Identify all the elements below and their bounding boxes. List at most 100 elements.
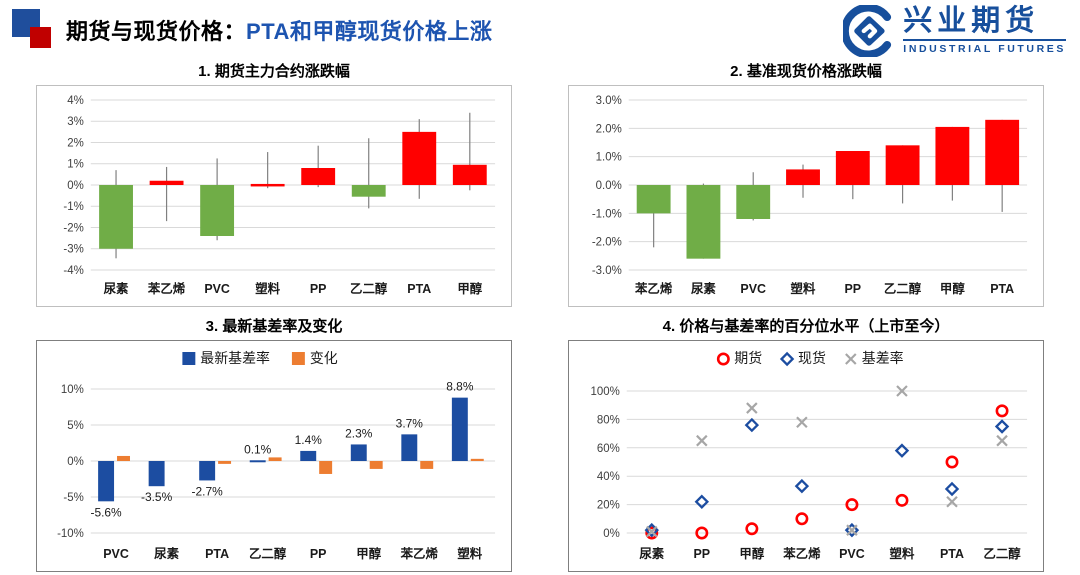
change-bar-PVC [117, 455, 130, 461]
basis-bar-PP [300, 450, 317, 461]
x-category-label: PP [310, 547, 327, 561]
basis-bar-苯乙烯 [401, 434, 418, 461]
body-PVC [200, 185, 235, 236]
基差率-marker-尿素 [646, 525, 658, 538]
期货-marker-甲醇 [745, 522, 759, 536]
basis-bar-尿素 [148, 461, 165, 487]
期货-marker-PVC [845, 498, 859, 512]
basis-bar-甲醇 [350, 444, 367, 461]
y-tick-label: 3% [67, 116, 84, 128]
legend-label-期货: 期货 [734, 350, 762, 366]
body-甲醇 [452, 164, 487, 185]
x-category-label: 尿素 [639, 546, 664, 561]
x-category-label: 塑料 [255, 281, 280, 296]
基差率-marker-塑料 [896, 385, 908, 397]
data-label: 1.4% [295, 433, 323, 447]
logo-divider [903, 39, 1066, 41]
title-decoration [12, 9, 56, 53]
x-category-label: PVC [204, 282, 230, 296]
y-tick-label: -5% [63, 492, 83, 504]
基差率-marker-乙二醇 [996, 434, 1008, 447]
x-category-label: 乙二醇 [983, 546, 1021, 561]
body-PVC [736, 185, 771, 219]
charts-grid: 1. 期货主力合约涨跌幅 4% 3% 2% 1% 0% -1% -2% -3% -4% 尿素 苯乙烯… [0, 58, 1080, 572]
basis-bar-PTA [199, 461, 216, 481]
现货-marker-塑料 [894, 443, 910, 458]
x-category-label: PVC [839, 547, 865, 561]
y-tick-label: 5% [67, 420, 84, 432]
x-category-label: PTA [940, 547, 964, 561]
data-label: 2.3% [345, 426, 373, 440]
基差率-marker-甲醇 [746, 402, 758, 414]
x-category-label: PVC [740, 282, 766, 296]
基差率-marker-PVC [846, 524, 858, 536]
x-category-label: 甲醇 [940, 281, 965, 296]
期货-marker-PP [695, 526, 709, 540]
legend-label-现货: 现货 [798, 350, 826, 366]
y-tick-label: -2% [63, 222, 83, 234]
body-苯乙烯 [636, 185, 671, 214]
x-category-label: PTA [205, 547, 229, 561]
y-tick-label: -1% [63, 201, 83, 213]
y-tick-label: 0.0% [596, 180, 622, 192]
y-tick-label: 4% [67, 95, 84, 107]
chart-4-title: 4. 价格与基差率的百分位水平（上市至今） [662, 318, 950, 335]
chart-3-box: 10% 5% 0% -5% -10% PVC 尿素 PTA 乙二醇 PP 甲醇 苯乙烯 塑料 -5.6% -… [36, 340, 512, 572]
change-bar-PP [319, 461, 333, 474]
change-bar-苯乙烯 [420, 461, 434, 469]
body-乙二醇 [351, 185, 386, 197]
y-tick-label: 100% [591, 386, 620, 398]
y-tick-label: 0% [67, 180, 84, 192]
y-tick-label: 10% [61, 384, 84, 396]
company-logo: 兴业期货 INDUSTRIAL FUTURES [843, 5, 1066, 57]
legend-swatch-basis [182, 352, 196, 365]
x-category-label: PP [310, 282, 327, 296]
basis-bar-PVC [98, 461, 115, 502]
期货-marker-塑料 [895, 493, 909, 507]
chart-2-box: 3.0% 2.0% 1.0% 0.0% -1.0% -2.0% -3.0% 苯乙烯 尿素 PVC 塑… [568, 85, 1044, 307]
y-tick-label: -4% [63, 265, 83, 277]
chart-1-title: 1. 期货主力合约涨跌幅 [198, 63, 350, 80]
page-title-highlight: PTA和甲醇现货价格上涨 [246, 19, 493, 44]
body-尿素 [99, 185, 133, 249]
page-title: 期货与现货价格：PTA和甲醇现货价格上涨 [66, 14, 492, 46]
body-苯乙烯 [149, 180, 184, 185]
y-tick-label: 80% [597, 414, 620, 426]
logo-text: 兴业期货 INDUSTRIAL FUTURES [903, 7, 1066, 55]
现货-marker-PP [694, 494, 710, 509]
x-category-label: 塑料 [457, 546, 482, 561]
chart-1-box: 4% 3% 2% 1% 0% -1% -2% -3% -4% 尿素 苯乙烯 PVC 塑料 PP 乙二醇 PTA… [36, 85, 512, 307]
x-category-label: PP [694, 547, 711, 561]
change-bar-乙二醇 [268, 457, 282, 461]
x-category-label: 苯乙烯 [147, 281, 186, 296]
现货-marker-甲醇 [744, 417, 760, 433]
x-category-label: 苯乙烯 [634, 281, 673, 296]
x-category-label: PTA [407, 282, 431, 296]
x-category-label: 甲醇 [356, 546, 381, 561]
legend-label-change: 变化 [310, 350, 338, 366]
x-category-label: 塑料 [791, 281, 816, 296]
legend-swatch-change [291, 352, 305, 365]
spot-change-bar-chart: 3.0% 2.0% 1.0% 0.0% -1.0% -2.0% -3.0% 苯乙烯 尿素 PVC 塑… [592, 95, 1028, 296]
basis-bar-乙二醇 [249, 460, 266, 463]
futures-change-candlestick-chart: 4% 3% 2% 1% 0% -1% -2% -3% -4% 尿素 苯乙烯 PVC 塑料 PP 乙二醇 PTA… [63, 95, 496, 296]
x-category-label: 尿素 [154, 546, 179, 561]
basis-bar-塑料 [451, 397, 468, 461]
legend-marker-基差率 [845, 353, 857, 365]
现货-marker-PVC [844, 522, 860, 538]
x-category-label: 尿素 [691, 281, 716, 296]
chart-panel-spot-change: 2. 基准现货价格涨跌幅 3.0% 2.0% 1.0% 0.0% -1.0% -2.0% -… [568, 58, 1044, 307]
y-tick-label: 40% [597, 471, 620, 483]
x-category-label: 乙二醇 [884, 281, 922, 296]
x-category-label: 乙二醇 [249, 546, 287, 561]
x-category-label: 苯乙烯 [782, 546, 821, 561]
body-PP [301, 168, 336, 185]
red-square [30, 27, 51, 48]
期货-marker-乙二醇 [995, 404, 1009, 418]
body-尿素 [686, 185, 721, 259]
x-category-label: PVC [103, 547, 129, 561]
chart-panel-percentile: 4. 价格与基差率的百分位水平（上市至今） 100% 80% 60% 40% 20% 0%… [568, 307, 1044, 572]
现货-marker-苯乙烯 [794, 478, 810, 494]
legend-marker-期货 [716, 352, 730, 366]
